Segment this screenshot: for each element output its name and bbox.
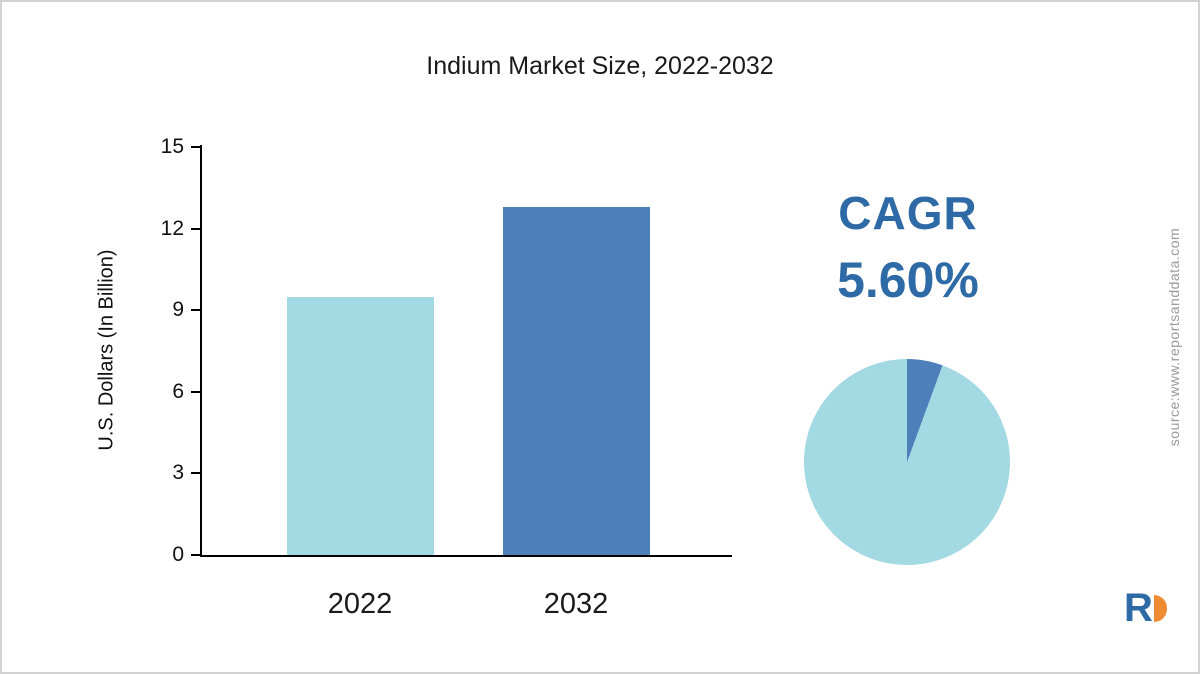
source-text: source:www.reportsanddata.com	[1166, 227, 1182, 447]
y-tick-label: 12	[160, 216, 184, 240]
y-tick-mark	[191, 227, 201, 230]
y-tick-label: 3	[172, 461, 184, 485]
y-tick-label: 0	[172, 543, 184, 566]
y-tick-mark	[191, 554, 201, 556]
bar-2032	[502, 206, 650, 555]
brand-logo: R	[1124, 588, 1167, 628]
y-axis-line	[200, 145, 202, 557]
y-tick-mark	[191, 390, 201, 393]
x-axis-line	[200, 555, 732, 557]
y-tick-label: 15	[160, 135, 184, 158]
bar-2022	[286, 296, 434, 555]
cagr-label: CAGR	[838, 187, 978, 239]
x-tick-label: 2022	[327, 588, 393, 620]
logo-orange-mark	[1153, 594, 1167, 622]
cagr-value: 5.60%	[837, 251, 979, 308]
pie-chart	[804, 359, 1010, 565]
logo-letter: R	[1124, 586, 1153, 630]
y-tick-mark	[191, 472, 201, 475]
x-tick-label: 2032	[543, 588, 609, 620]
y-tick-mark	[191, 146, 201, 148]
y-tick-mark	[191, 309, 201, 312]
chart-title: Indium Market Size, 2022-2032	[426, 52, 774, 80]
y-tick-label: 9	[172, 298, 184, 322]
y-axis-label: U.S. Dollars (In Billion)	[95, 249, 118, 451]
cagr-block: CAGR 5.60%	[772, 188, 1044, 308]
y-tick-label: 6	[172, 379, 184, 403]
